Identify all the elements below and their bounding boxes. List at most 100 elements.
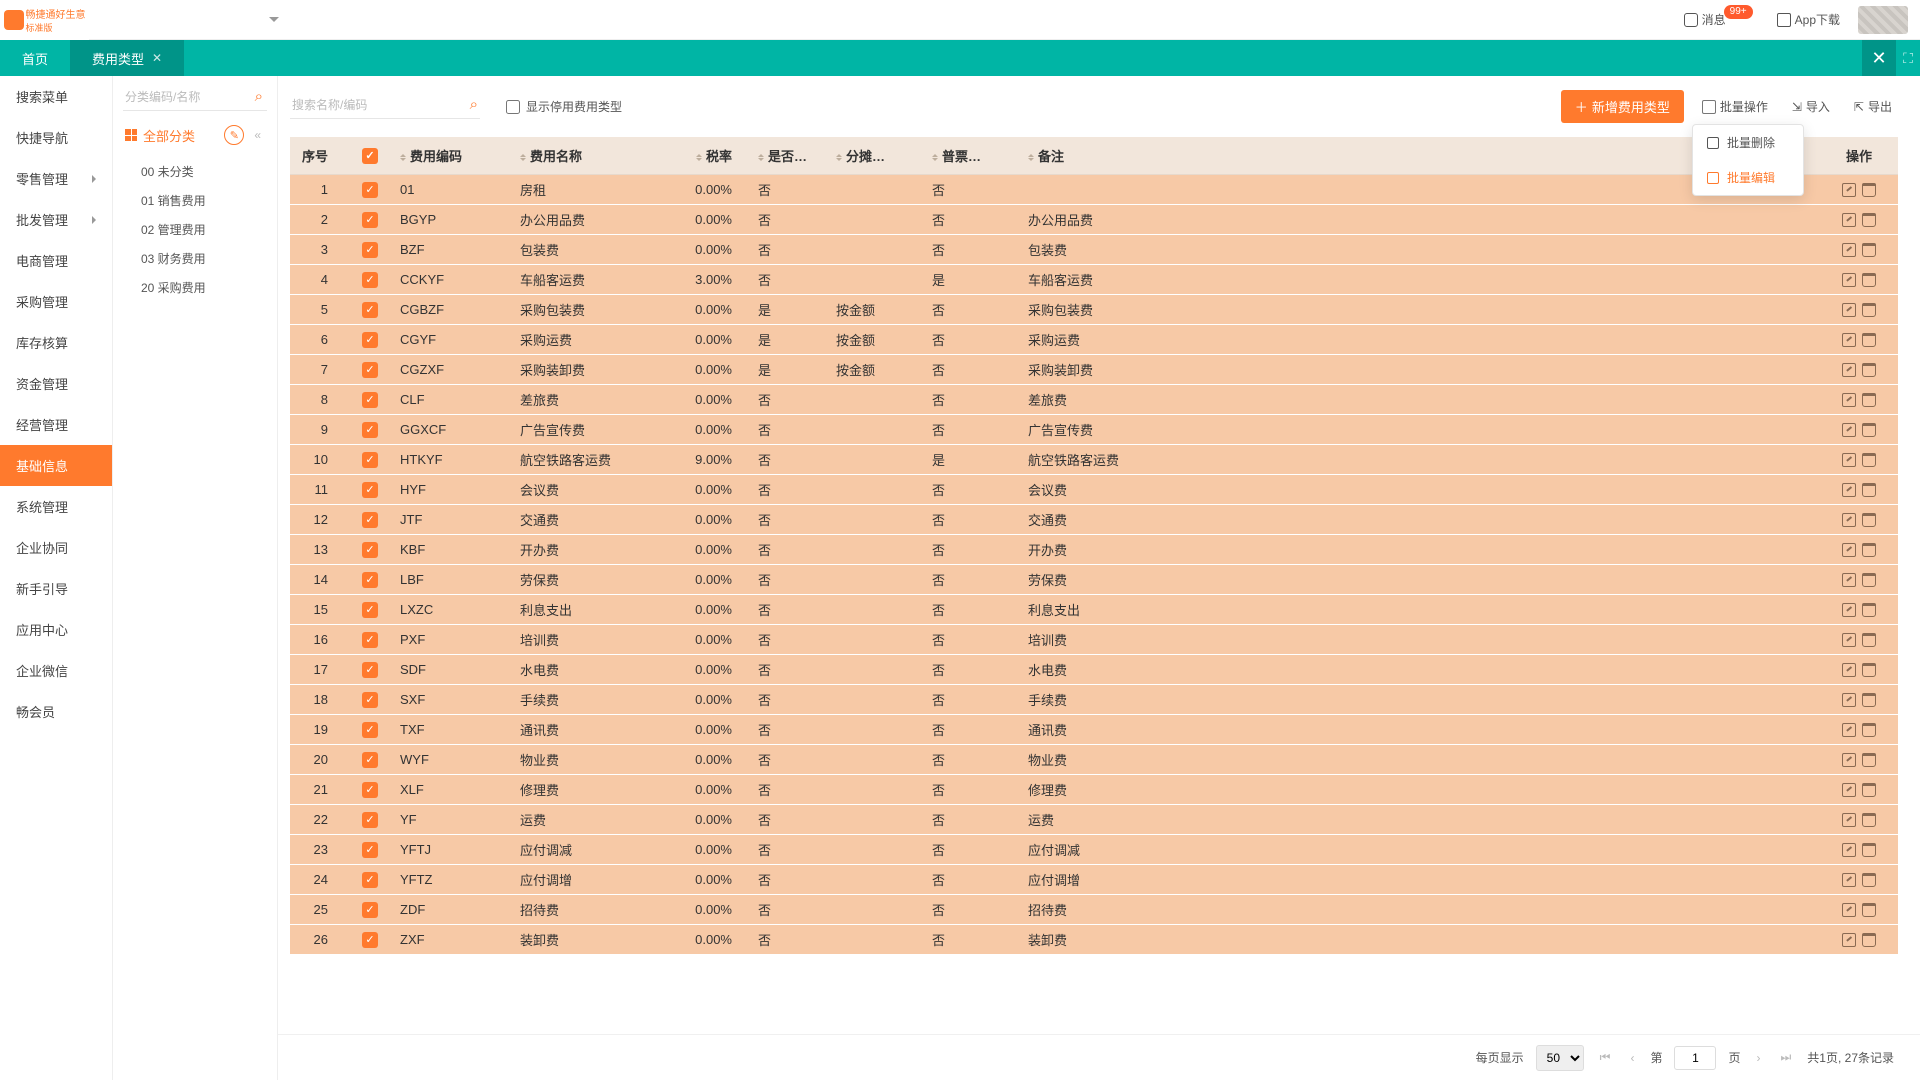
delete-row-icon[interactable] (1862, 243, 1876, 257)
category-all[interactable]: 全部分类 ✎ « (113, 117, 277, 153)
delete-row-icon[interactable] (1862, 273, 1876, 287)
delete-row-icon[interactable] (1862, 573, 1876, 587)
page-first[interactable]: ⏮ (1596, 1048, 1615, 1067)
edit-row-icon[interactable] (1842, 873, 1856, 887)
delete-row-icon[interactable] (1862, 213, 1876, 227)
checkbox-icon[interactable]: ✓ (362, 182, 378, 198)
checkbox-icon[interactable]: ✓ (362, 842, 378, 858)
delete-row-icon[interactable] (1862, 873, 1876, 887)
table-row[interactable]: 15✓LXZC利息支出0.00%否否利息支出 (290, 595, 1898, 625)
table-row[interactable]: 25✓ZDF招待费0.00%否否招待费 (290, 895, 1898, 925)
show-disabled-input[interactable] (506, 100, 520, 114)
cell-checkbox[interactable]: ✓ (348, 685, 392, 715)
nav-电商管理[interactable]: 电商管理 (0, 240, 112, 281)
edit-row-icon[interactable] (1842, 183, 1856, 197)
cell-checkbox[interactable]: ✓ (348, 655, 392, 685)
table-row[interactable]: 9✓GGXCF广告宣传费0.00%否否广告宣传费 (290, 415, 1898, 445)
tab-费用类型[interactable]: 费用类型✕ (70, 40, 184, 76)
delete-row-icon[interactable] (1862, 513, 1876, 527)
table-search-input[interactable] (290, 94, 480, 119)
table-row[interactable]: 8✓CLF差旅费0.00%否否差旅费 (290, 385, 1898, 415)
page-input[interactable] (1674, 1046, 1716, 1070)
delete-row-icon[interactable] (1862, 303, 1876, 317)
delete-row-icon[interactable] (1862, 933, 1876, 947)
table-row[interactable]: 20✓WYF物业费0.00%否否物业费 (290, 745, 1898, 775)
edit-row-icon[interactable] (1842, 303, 1856, 317)
tab-首页[interactable]: 首页 (0, 40, 70, 76)
batch-button[interactable]: 批量操作 (1696, 94, 1774, 119)
app-download-link[interactable]: App下载 (1777, 11, 1840, 28)
page-last[interactable]: ⏭ (1776, 1048, 1795, 1067)
cell-checkbox[interactable]: ✓ (348, 475, 392, 505)
col-rate[interactable]: 税率 (672, 137, 750, 175)
cell-checkbox[interactable]: ✓ (348, 535, 392, 565)
delete-row-icon[interactable] (1862, 543, 1876, 557)
table-row[interactable]: 12✓JTF交通费0.00%否否交通费 (290, 505, 1898, 535)
cell-checkbox[interactable]: ✓ (348, 595, 392, 625)
user-avatar[interactable] (1858, 6, 1908, 34)
delete-row-icon[interactable] (1862, 693, 1876, 707)
category-node[interactable]: 01 销售费用 (121, 186, 269, 215)
category-node[interactable]: 00 未分类 (121, 157, 269, 186)
fullscreen-icon[interactable]: ⛶ (1896, 50, 1920, 67)
delete-row-icon[interactable] (1862, 903, 1876, 917)
cell-checkbox[interactable]: ✓ (348, 385, 392, 415)
checkbox-icon[interactable]: ✓ (362, 662, 378, 678)
edit-row-icon[interactable] (1842, 483, 1856, 497)
checkbox-icon[interactable]: ✓ (362, 332, 378, 348)
checkbox-icon[interactable]: ✓ (362, 452, 378, 468)
per-page-select[interactable]: 50 (1536, 1045, 1584, 1071)
col-name[interactable]: 费用名称 (512, 137, 672, 175)
nav-采购管理[interactable]: 采购管理 (0, 281, 112, 322)
delete-row-icon[interactable] (1862, 843, 1876, 857)
table-row[interactable]: 26✓ZXF装卸费0.00%否否装卸费 (290, 925, 1898, 955)
table-row[interactable]: 18✓SXF手续费0.00%否否手续费 (290, 685, 1898, 715)
nav-畅会员[interactable]: 畅会员 (0, 691, 112, 732)
cell-checkbox[interactable]: ✓ (348, 355, 392, 385)
export-button[interactable]: ⇱ 导出 (1848, 94, 1898, 119)
checkbox-icon[interactable]: ✓ (362, 242, 378, 258)
nav-资金管理[interactable]: 资金管理 (0, 363, 112, 404)
nav-库存核算[interactable]: 库存核算 (0, 322, 112, 363)
checkbox-icon[interactable]: ✓ (362, 932, 378, 948)
checkbox-icon[interactable]: ✓ (362, 272, 378, 288)
collapse-sidebar-icon[interactable]: « (250, 128, 265, 142)
page-next[interactable]: › (1752, 1049, 1764, 1067)
col-index[interactable]: 序号 (290, 137, 348, 175)
page-prev[interactable]: ‹ (1626, 1049, 1638, 1067)
edit-row-icon[interactable] (1842, 333, 1856, 347)
nav-新手引导[interactable]: 新手引导 (0, 568, 112, 609)
edit-categories-icon[interactable]: ✎ (224, 125, 244, 145)
col-share[interactable]: 分摊… (828, 137, 924, 175)
nav-搜索菜单[interactable]: 搜索菜单 (0, 76, 112, 117)
checkbox-icon[interactable]: ✓ (362, 572, 378, 588)
edit-row-icon[interactable] (1842, 363, 1856, 377)
edit-row-icon[interactable] (1842, 753, 1856, 767)
batch-delete-item[interactable]: 批量删除 (1693, 125, 1803, 160)
cell-checkbox[interactable]: ✓ (348, 715, 392, 745)
table-row[interactable]: 24✓YFTZ应付调增0.00%否否应付调增 (290, 865, 1898, 895)
edit-row-icon[interactable] (1842, 783, 1856, 797)
delete-row-icon[interactable] (1862, 363, 1876, 377)
table-row[interactable]: 13✓KBF开办费0.00%否否开办费 (290, 535, 1898, 565)
nav-批发管理[interactable]: 批发管理 (0, 199, 112, 240)
table-row[interactable]: 11✓HYF会议费0.00%否否会议费 (290, 475, 1898, 505)
edit-row-icon[interactable] (1842, 813, 1856, 827)
delete-row-icon[interactable] (1862, 333, 1876, 347)
nav-企业微信[interactable]: 企业微信 (0, 650, 112, 691)
edit-row-icon[interactable] (1842, 213, 1856, 227)
cell-checkbox[interactable]: ✓ (348, 415, 392, 445)
cell-checkbox[interactable]: ✓ (348, 805, 392, 835)
batch-edit-item[interactable]: 批量编辑 (1693, 160, 1803, 195)
delete-row-icon[interactable] (1862, 483, 1876, 497)
cell-checkbox[interactable]: ✓ (348, 835, 392, 865)
delete-row-icon[interactable] (1862, 423, 1876, 437)
cell-checkbox[interactable]: ✓ (348, 325, 392, 355)
table-row[interactable]: 6✓CGYF采购运费0.00%是按金额否采购运费 (290, 325, 1898, 355)
category-node[interactable]: 02 管理费用 (121, 215, 269, 244)
table-row[interactable]: 19✓TXF通讯费0.00%否否通讯费 (290, 715, 1898, 745)
checkbox-icon[interactable]: ✓ (362, 632, 378, 648)
delete-row-icon[interactable] (1862, 603, 1876, 617)
edit-row-icon[interactable] (1842, 453, 1856, 467)
checkbox-icon[interactable]: ✓ (362, 872, 378, 888)
